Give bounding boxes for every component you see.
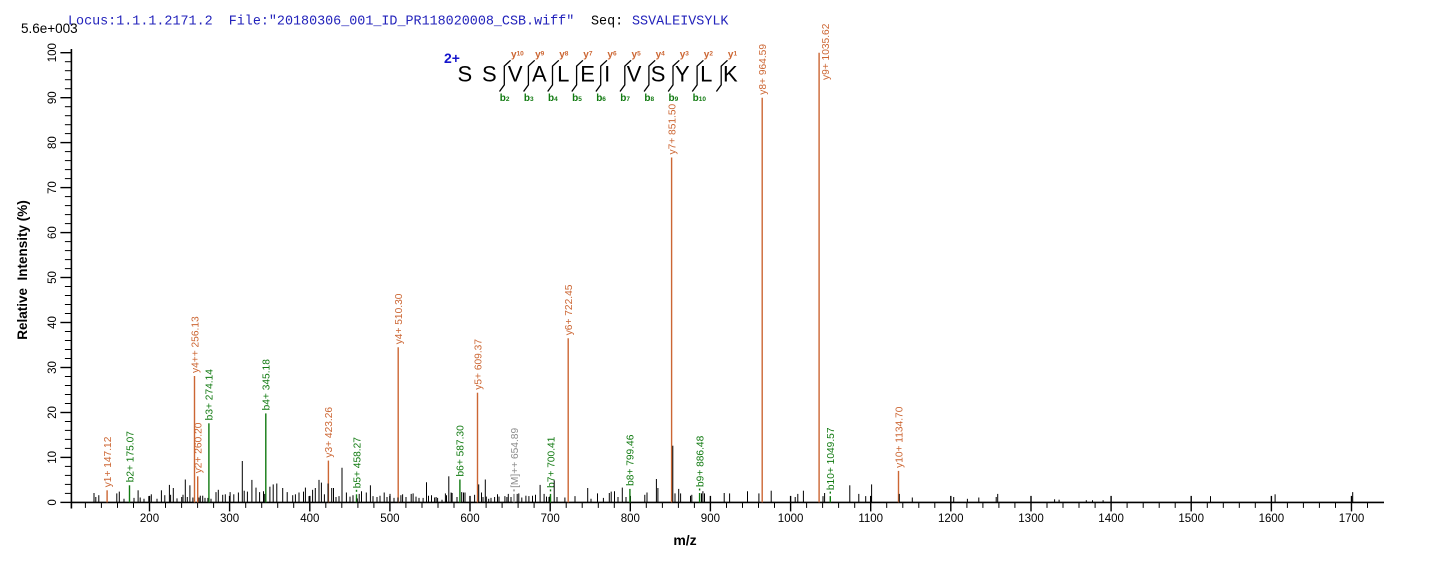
svg-text:y8+ 964.59: y8+ 964.59: [758, 44, 769, 95]
svg-text:1400: 1400: [1098, 513, 1124, 525]
svg-text:S: S: [458, 62, 473, 87]
svg-text:600: 600: [460, 513, 479, 525]
svg-text:b3: b3: [524, 93, 534, 104]
svg-text:500: 500: [380, 513, 399, 525]
svg-text:y4+ 510.30: y4+ 510.30: [394, 293, 405, 344]
svg-text:m/z: m/z: [673, 532, 696, 548]
svg-text:S: S: [482, 62, 497, 87]
svg-text:b10: b10: [693, 93, 707, 104]
svg-text:400: 400: [300, 513, 319, 525]
svg-text:800: 800: [621, 513, 640, 525]
svg-text:70: 70: [47, 181, 59, 194]
svg-text:700: 700: [541, 513, 560, 525]
svg-text:y8: y8: [559, 50, 569, 61]
svg-text:Seq:: Seq:: [591, 15, 623, 30]
svg-text:y4++ 256.13: y4++ 256.13: [190, 316, 201, 373]
svg-text:y1+ 147.12: y1+ 147.12: [103, 436, 114, 487]
svg-text:b6+ 587.30: b6+ 587.30: [456, 425, 467, 477]
svg-text:b10+ 1049.57: b10+ 1049.57: [826, 427, 837, 490]
svg-text:y3+ 423.26: y3+ 423.26: [324, 407, 335, 458]
svg-text:5.6e+003: 5.6e+003: [21, 21, 78, 36]
svg-text:y5: y5: [632, 50, 642, 61]
svg-text:y6: y6: [607, 50, 617, 61]
svg-text:2+: 2+: [444, 50, 460, 66]
svg-text:L: L: [557, 62, 569, 87]
svg-text:V: V: [627, 62, 642, 87]
svg-text:900: 900: [701, 513, 720, 525]
svg-text:b4: b4: [548, 93, 558, 104]
svg-text:y7: y7: [583, 50, 593, 61]
svg-text:b5+ 458.27: b5+ 458.27: [352, 437, 363, 489]
svg-text:b6: b6: [596, 93, 606, 104]
svg-text:y1: y1: [728, 50, 738, 61]
svg-text:0: 0: [47, 499, 59, 505]
svg-text:1700: 1700: [1339, 513, 1365, 525]
svg-text:1200: 1200: [938, 513, 964, 525]
svg-text:y10+ 1134.70: y10+ 1134.70: [894, 406, 905, 468]
svg-text:30: 30: [47, 361, 59, 374]
svg-text:b4+ 345.18: b4+ 345.18: [262, 359, 273, 411]
svg-text:y9: y9: [535, 50, 545, 61]
svg-text:y2: y2: [704, 50, 714, 61]
svg-text:200: 200: [140, 513, 159, 525]
svg-text:K: K: [723, 62, 738, 87]
svg-text:b5: b5: [572, 93, 582, 104]
svg-text:V: V: [508, 62, 523, 87]
svg-text:1300: 1300: [1018, 513, 1044, 525]
svg-text:L: L: [700, 62, 712, 87]
svg-text:Relative Intensity (%): Relative Intensity (%): [15, 200, 30, 340]
svg-text:20: 20: [47, 406, 59, 419]
svg-text:b7: b7: [620, 93, 630, 104]
svg-text:y9+ 1035.62: y9+ 1035.62: [821, 23, 832, 80]
svg-text:1600: 1600: [1259, 513, 1285, 525]
svg-text:b7+ 700.41: b7+ 700.41: [546, 436, 557, 488]
svg-text:[M]++ 654.89: [M]++ 654.89: [510, 428, 521, 488]
svg-text:60: 60: [47, 226, 59, 239]
svg-text:A: A: [532, 62, 547, 87]
svg-text:b2+ 175.07: b2+ 175.07: [125, 431, 136, 483]
svg-text:SSVALEIVSYLK: SSVALEIVSYLK: [632, 15, 729, 30]
svg-text:y2+ 260.20: y2+ 260.20: [194, 422, 205, 473]
svg-text:1100: 1100: [858, 513, 883, 525]
svg-text:b8: b8: [644, 93, 654, 104]
svg-text:100: 100: [47, 43, 59, 62]
svg-text:y5+ 609.37: y5+ 609.37: [473, 339, 484, 390]
svg-text:b2: b2: [500, 93, 510, 104]
svg-text:y6+ 722.45: y6+ 722.45: [564, 284, 575, 335]
svg-text:50: 50: [47, 271, 59, 284]
svg-text:y4: y4: [656, 50, 666, 61]
svg-text:I: I: [604, 62, 610, 87]
svg-text:90: 90: [47, 91, 59, 104]
svg-text:1000: 1000: [778, 513, 804, 525]
svg-text:80: 80: [47, 136, 59, 149]
svg-text:b9: b9: [669, 93, 679, 104]
svg-text:S: S: [651, 62, 666, 87]
svg-text:y7+ 851.50: y7+ 851.50: [667, 103, 678, 154]
svg-text:1500: 1500: [1178, 513, 1204, 525]
svg-text:b8+ 799.46: b8+ 799.46: [626, 434, 637, 486]
svg-text:b9+ 886.48: b9+ 886.48: [695, 435, 706, 487]
svg-text:y3: y3: [680, 50, 690, 61]
svg-text:y10: y10: [511, 50, 524, 61]
svg-text:Locus:1.1.1.2171.2 File:"2018: Locus:1.1.1.2171.2 File:"20180306_001_ID…: [68, 15, 574, 30]
svg-text:300: 300: [220, 513, 239, 525]
svg-text:Y: Y: [675, 62, 690, 87]
svg-text:E: E: [580, 62, 595, 87]
svg-text:b3+ 274.14: b3+ 274.14: [205, 369, 216, 421]
svg-text:40: 40: [47, 316, 59, 329]
svg-text:10: 10: [47, 451, 59, 464]
